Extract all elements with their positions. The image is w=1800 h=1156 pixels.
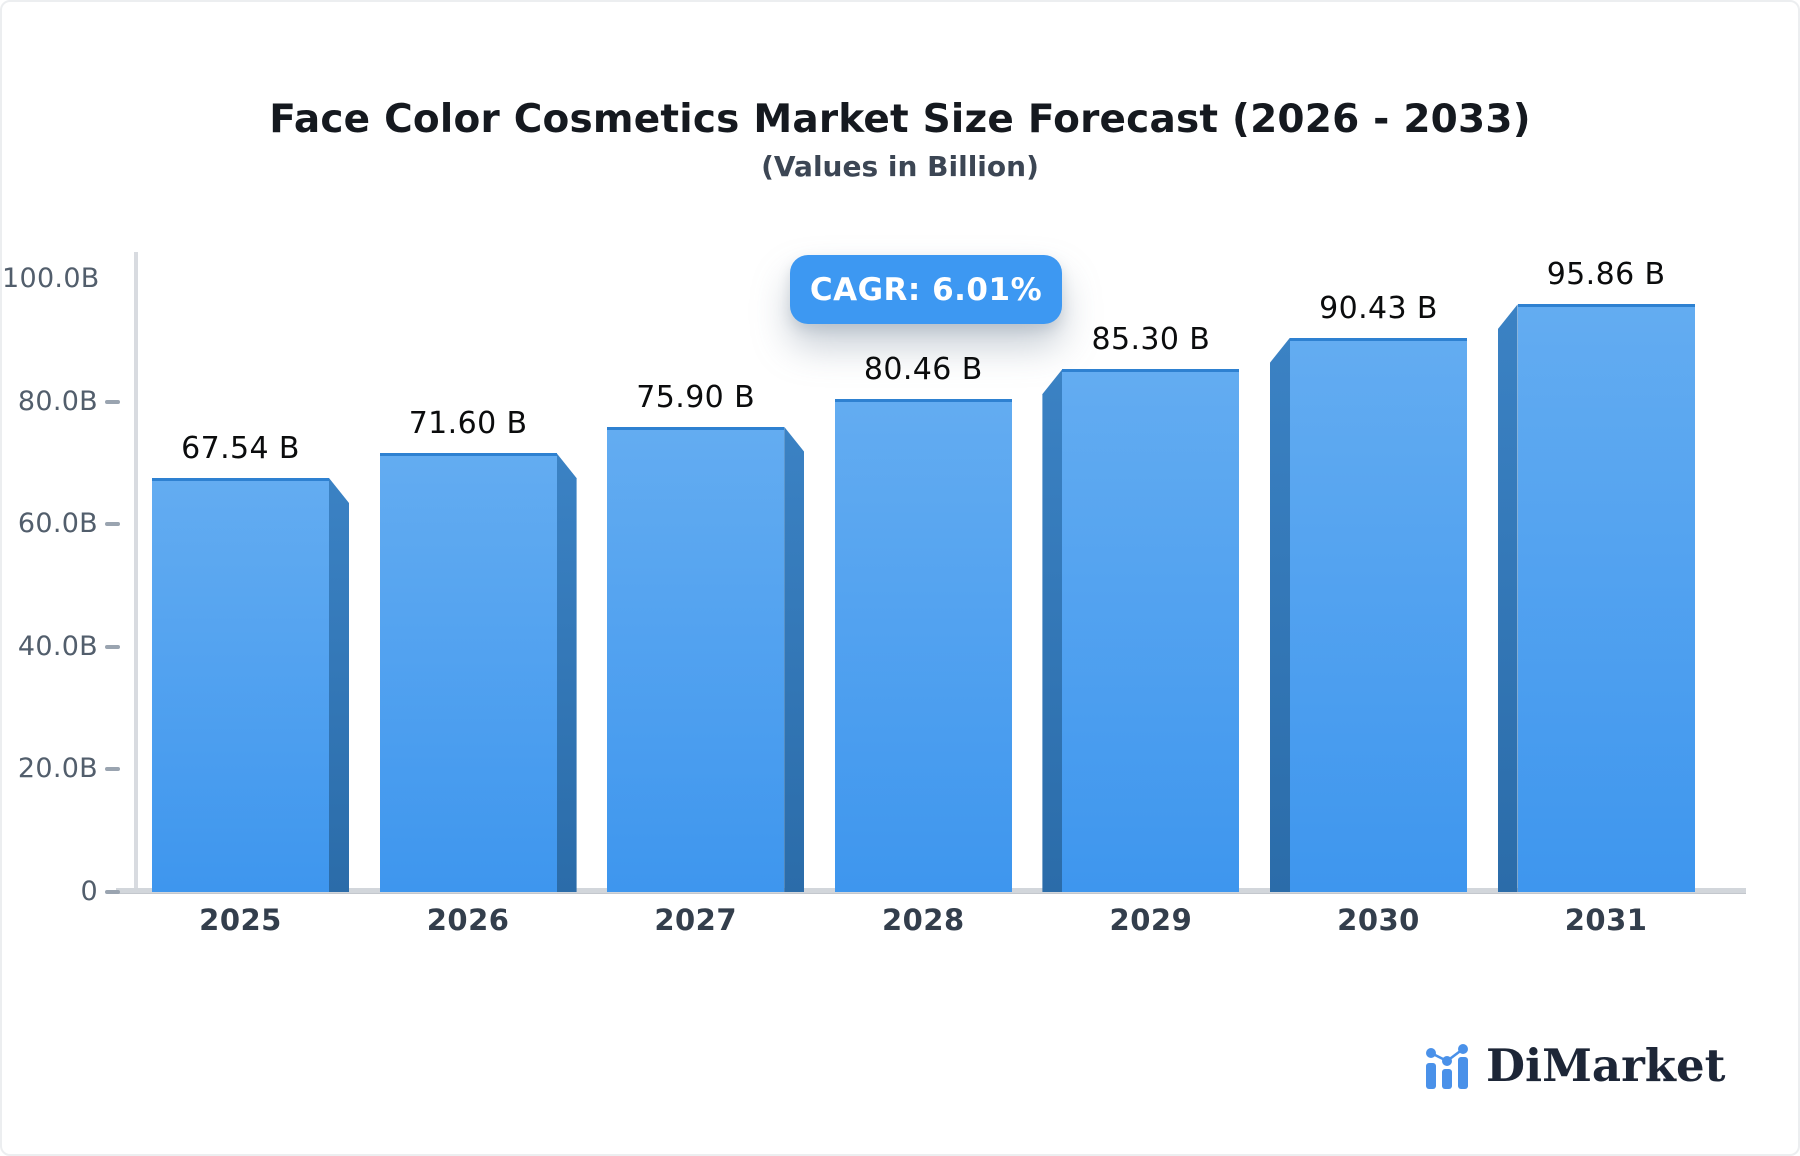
bar-side [1497, 304, 1518, 892]
bar-value-label: 85.30 B [1091, 322, 1211, 358]
y-axis-label: 60.0B [17, 508, 98, 540]
bar [1290, 337, 1467, 892]
bar-value-label: 67.54 B [181, 430, 300, 466]
x-axis-label: 2026 [426, 903, 510, 937]
brand-wordmark: DiMarket [1486, 1038, 1726, 1092]
bar-side [329, 477, 349, 892]
bar-value-label: 71.60 B [408, 406, 528, 442]
bar [1517, 304, 1695, 892]
y-axis-tick [105, 644, 120, 649]
page-title: Face Color Cosmetics Market Size Forecas… [269, 97, 1531, 142]
y-axis-tick [105, 767, 120, 772]
brand-logo: DiMarket [1422, 1040, 1725, 1090]
x-axis-label: 2029 [1109, 903, 1193, 937]
bar-side [556, 453, 577, 892]
x-axis-label: 2027 [654, 903, 738, 937]
x-axis-label: 2025 [199, 903, 282, 937]
bar-side [784, 426, 805, 892]
bar [1062, 369, 1240, 892]
bar [152, 477, 329, 892]
y-axis-label: 80.0B [17, 385, 98, 417]
bar [834, 398, 1012, 892]
y-axis-label: 0 [80, 876, 98, 907]
cagr-badge: CAGR: 6.01% [790, 255, 1062, 324]
y-axis-label: 20.0B [17, 753, 98, 785]
y-axis-tick [105, 890, 120, 894]
bar-value-label: 75.90 B [636, 379, 756, 415]
bar-chart-icon [1426, 1044, 1468, 1089]
bar-value-label: 95.86 B [1546, 257, 1666, 293]
x-axis-label: 2031 [1564, 903, 1648, 937]
page-subtitle: (Values in Billion) [761, 150, 1039, 183]
bar-side [1270, 337, 1290, 892]
y-axis-label: 100.0B [2, 263, 100, 294]
x-axis-label: 2028 [881, 903, 965, 937]
bar-side [1042, 369, 1063, 892]
y-axis-label: 40.0B [17, 630, 98, 662]
bar [379, 453, 557, 892]
bar-value-label: 80.46 B [863, 351, 983, 387]
x-axis-label: 2030 [1337, 903, 1420, 937]
y-axis-tick [105, 399, 120, 404]
bar [607, 426, 785, 892]
bar-value-label: 90.43 B [1319, 290, 1438, 326]
y-axis-tick [105, 522, 120, 527]
y-axis-line [134, 252, 138, 893]
